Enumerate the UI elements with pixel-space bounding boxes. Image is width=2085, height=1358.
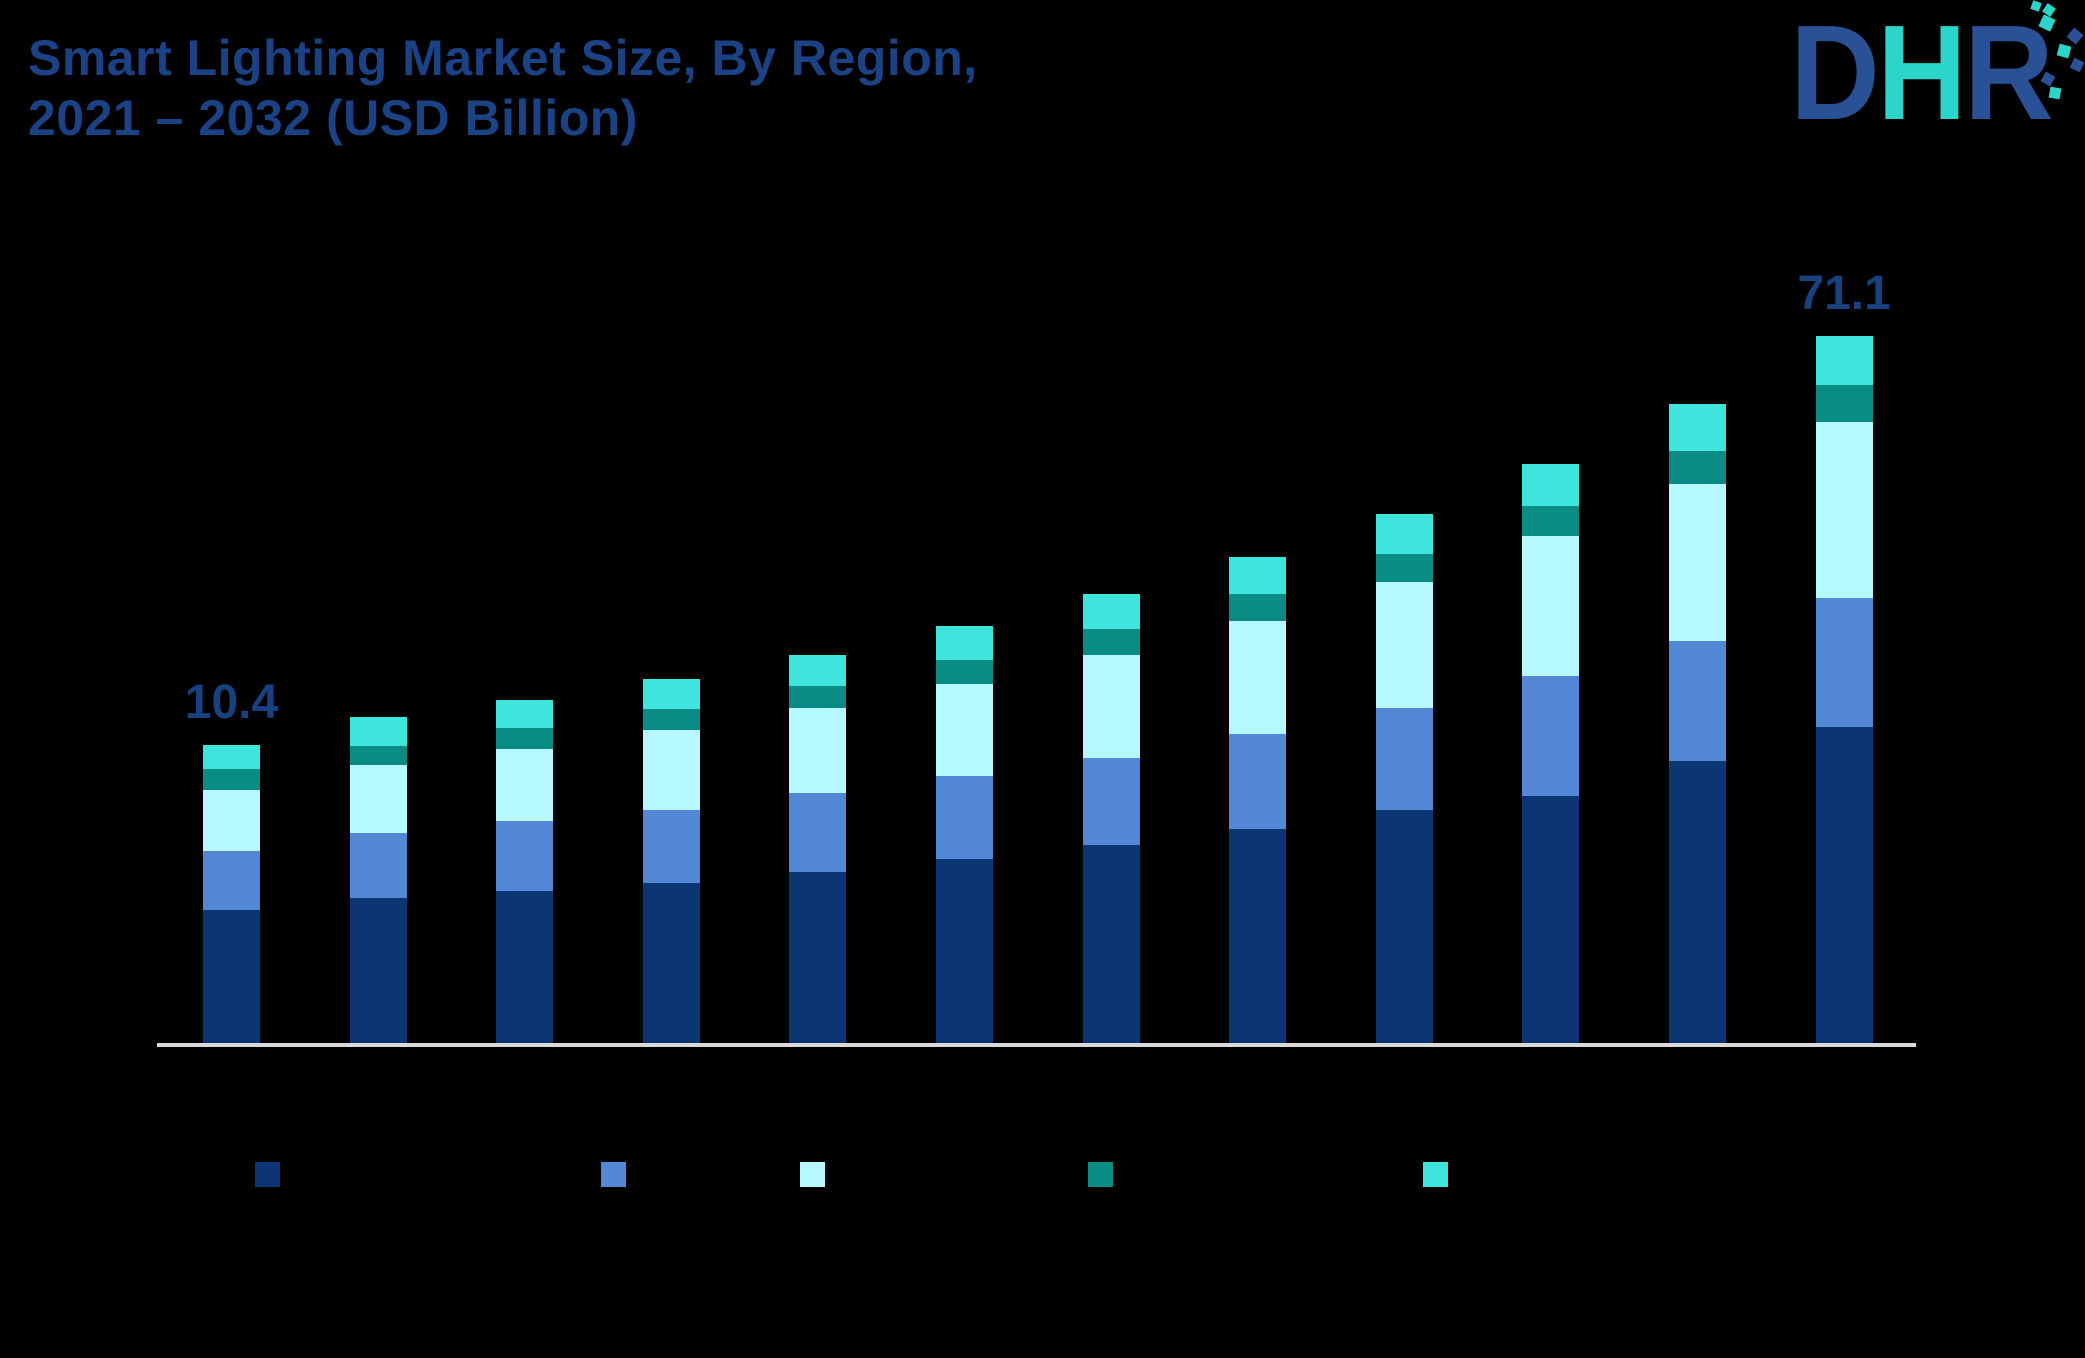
chart-title-line-1: Smart Lighting Market Size, By Region, <box>28 30 978 86</box>
legend-swatch-turquoise <box>1423 1162 1448 1187</box>
bar-2027-segment-turquoise <box>1082 594 1140 629</box>
bar-2029 <box>1375 514 1433 1043</box>
bar-2028-segment-pale-cyan <box>1229 621 1287 734</box>
bar-2030-segment-dark-navy <box>1522 796 1580 1043</box>
dhr-logo: DHR <box>1780 0 2085 148</box>
bar-2021-segment-dark-navy <box>203 910 260 1043</box>
bar-2021 <box>203 745 260 1043</box>
bar-2022 <box>349 717 407 1043</box>
bar-2032-segment-turquoise <box>1815 336 1873 385</box>
bar-2026 <box>936 626 993 1043</box>
bar-2025-segment-dark-navy <box>789 872 847 1043</box>
bar-2032-segment-medium-blue <box>1815 598 1873 727</box>
bar-2028-segment-dark-navy <box>1229 829 1287 1043</box>
x-axis-line <box>157 1043 1916 1047</box>
bar-2026-segment-turquoise <box>936 626 993 660</box>
bar-2031-segment-teal <box>1669 451 1726 484</box>
bar-2029-segment-dark-navy <box>1375 810 1433 1043</box>
value-label-first-bar: 10.4 <box>184 676 279 729</box>
bar-2029-segment-medium-blue <box>1375 708 1433 810</box>
bar-2028-segment-turquoise <box>1229 557 1287 594</box>
bar-2024 <box>642 679 700 1043</box>
bar-2021-segment-pale-cyan <box>203 790 260 851</box>
bar-2030 <box>1522 464 1580 1043</box>
bar-2032 <box>1815 336 1873 1043</box>
bar-2022-segment-medium-blue <box>349 833 407 898</box>
bar-2025-segment-teal <box>789 686 847 708</box>
logo-letter-r: R <box>1964 0 2051 132</box>
bar-2025-segment-medium-blue <box>789 793 847 872</box>
bar-2024-segment-dark-navy <box>642 883 700 1043</box>
bar-2027 <box>1082 594 1140 1043</box>
bar-2023-segment-turquoise <box>496 700 554 728</box>
value-label-last-bar: 71.1 <box>1797 267 1891 320</box>
bar-2022-segment-dark-navy <box>349 898 407 1043</box>
bar-2025 <box>789 655 847 1043</box>
bar-2023-segment-medium-blue <box>496 821 554 891</box>
bar-2031 <box>1669 404 1726 1043</box>
logo-letters: DHR <box>1790 0 2051 132</box>
bar-2024-segment-teal <box>642 709 700 730</box>
bar-2031-segment-dark-navy <box>1669 761 1726 1043</box>
bar-2024-segment-turquoise <box>642 679 700 709</box>
bar-2030-segment-pale-cyan <box>1522 536 1580 676</box>
bar-2032-segment-pale-cyan <box>1815 422 1873 598</box>
legend-swatch-dark-navy <box>255 1162 280 1187</box>
bar-2022-segment-pale-cyan <box>349 765 407 833</box>
bar-2023-segment-teal <box>496 728 554 749</box>
bar-2025-segment-turquoise <box>789 655 847 686</box>
logo-letter-h: H <box>1877 0 1964 132</box>
bar-2030-segment-medium-blue <box>1522 676 1580 796</box>
legend-swatch-pale-cyan <box>800 1162 825 1187</box>
bar-2029-segment-teal <box>1375 554 1433 582</box>
dhr-logo-icon: DHR <box>1790 0 2085 148</box>
bar-2023-segment-pale-cyan <box>496 749 554 821</box>
legend-swatch-medium-blue <box>601 1162 626 1187</box>
bar-2026-segment-dark-navy <box>936 859 993 1043</box>
bar-2029-segment-pale-cyan <box>1375 582 1433 708</box>
chart-title-line-2: 2021 – 2032 (USD Billion) <box>28 90 638 146</box>
bar-2023-segment-dark-navy <box>496 891 554 1043</box>
chart-title: Smart Lighting Market Size, By Region, 2… <box>28 28 978 148</box>
bar-2022-segment-turquoise <box>349 717 407 746</box>
bar-2029-segment-turquoise <box>1375 514 1433 554</box>
bar-2032-segment-dark-navy <box>1815 727 1873 1043</box>
bar-2028-segment-teal <box>1229 594 1287 621</box>
bar-2027-segment-teal <box>1082 629 1140 655</box>
bar-2030-segment-turquoise <box>1522 464 1580 506</box>
bar-2026-segment-pale-cyan <box>936 684 993 776</box>
logo-letter-d: D <box>1790 0 1877 132</box>
bar-2022-segment-teal <box>349 746 407 765</box>
bar-2028-segment-medium-blue <box>1229 734 1287 829</box>
bar-2025-segment-pale-cyan <box>789 708 847 793</box>
bar-2023 <box>496 700 554 1043</box>
bar-2027-segment-pale-cyan <box>1082 655 1140 758</box>
bar-2027-segment-medium-blue <box>1082 758 1140 845</box>
bar-2026-segment-medium-blue <box>936 776 993 859</box>
bar-2021-segment-turquoise <box>203 745 260 769</box>
legend-swatch-teal <box>1088 1162 1113 1187</box>
bar-2031-segment-pale-cyan <box>1669 484 1726 641</box>
bar-2031-segment-turquoise <box>1669 404 1726 451</box>
bar-2021-segment-medium-blue <box>203 851 260 910</box>
bar-2021-segment-teal <box>203 769 260 790</box>
bar-2027-segment-dark-navy <box>1082 845 1140 1043</box>
bar-2030-segment-teal <box>1522 506 1580 536</box>
bar-2028 <box>1229 557 1287 1043</box>
bar-2024-segment-medium-blue <box>642 810 700 883</box>
bar-2024-segment-pale-cyan <box>642 730 700 810</box>
logo-rays-icon <box>2030 0 2085 100</box>
bar-2032-segment-teal <box>1815 385 1873 422</box>
bar-2026-segment-teal <box>936 660 993 684</box>
bar-2031-segment-medium-blue <box>1669 641 1726 761</box>
